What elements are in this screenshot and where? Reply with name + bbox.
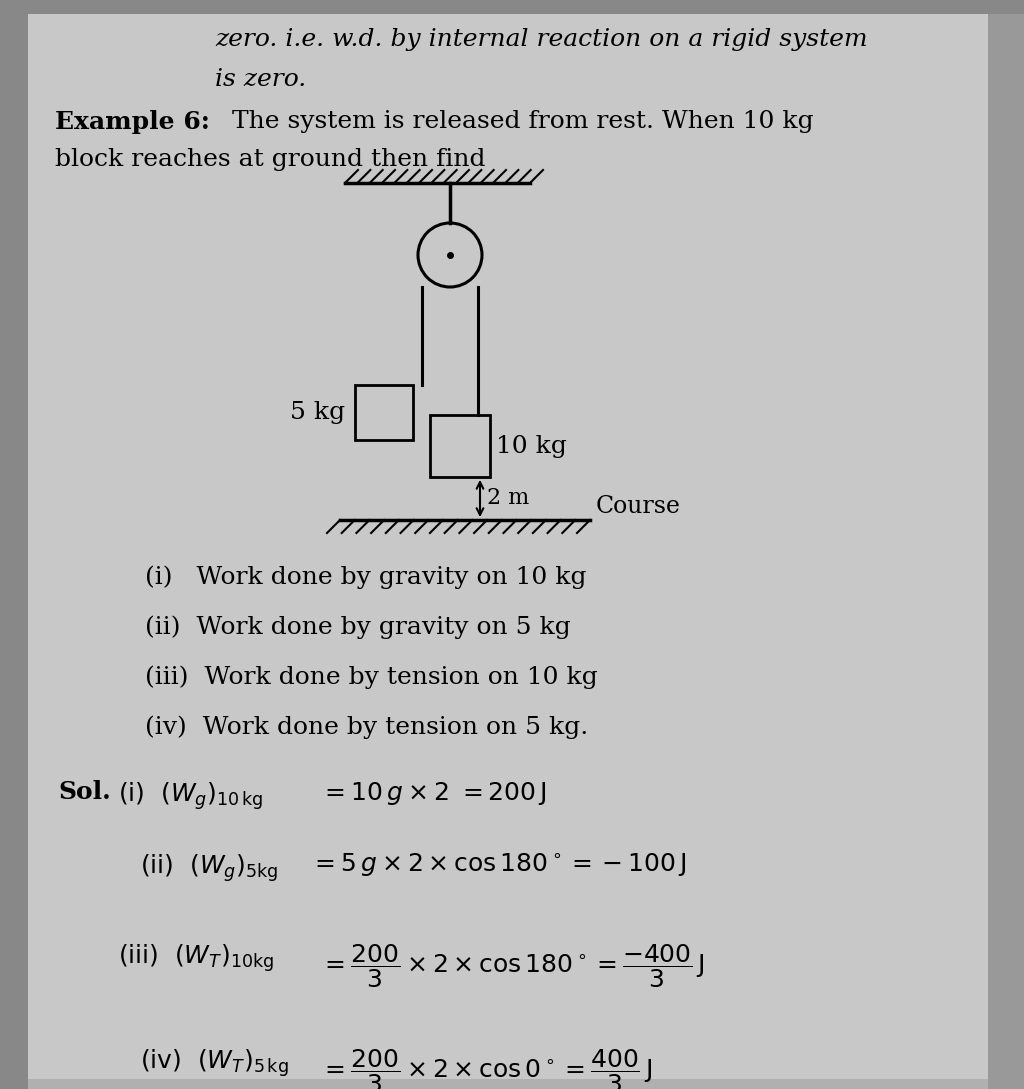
Text: zero. i.e. w.d. by internal reaction on a rigid system: zero. i.e. w.d. by internal reaction on …	[215, 28, 867, 51]
Text: block reaches at ground then find: block reaches at ground then find	[55, 148, 485, 171]
Text: is zero.: is zero.	[215, 68, 306, 91]
Text: $= \dfrac{200}{3} \times 2 \times \cos 0^\circ = \dfrac{400}{3}\,\mathrm{J}$: $= \dfrac{200}{3} \times 2 \times \cos 0…	[319, 1047, 652, 1089]
Text: $= \dfrac{200}{3} \times 2 \times \cos 180^\circ = \dfrac{-400}{3}\,\mathrm{J}$: $= \dfrac{200}{3} \times 2 \times \cos 1…	[319, 942, 705, 990]
Text: (iii)  $\left(W_T\right)_{10\mathrm{kg}}$: (iii) $\left(W_T\right)_{10\mathrm{kg}}$	[118, 942, 274, 974]
Bar	[355, 386, 413, 440]
Text: 10 kg: 10 kg	[496, 435, 567, 457]
Text: (i)   Work done by gravity on 10 kg: (i) Work done by gravity on 10 kg	[145, 565, 587, 588]
Text: (ii)  $\left(W_g\right)_{5\mathrm{kg}}$: (ii) $\left(W_g\right)_{5\mathrm{kg}}$	[140, 852, 279, 883]
Text: Course: Course	[596, 495, 681, 518]
Bar	[0, 0, 28, 1089]
Text: (i)  $\left(W_g\right)_{10\,\mathrm{kg}}$: (i) $\left(W_g\right)_{10\,\mathrm{kg}}$	[118, 780, 263, 811]
Text: Sol.: Sol.	[58, 780, 111, 804]
Text: (iii)  Work done by tension on 10 kg: (iii) Work done by tension on 10 kg	[145, 665, 598, 688]
Bar	[988, 0, 1024, 1089]
Text: $= 10\,g \times 2\ = 200\,\mathrm{J}$: $= 10\,g \times 2\ = 200\,\mathrm{J}$	[319, 780, 547, 807]
Text: The system is released from rest. When 10 kg: The system is released from rest. When 1…	[232, 110, 814, 133]
Text: $= 5\,g \times 2 \times \cos 180^\circ = -100\,\mathrm{J}$: $= 5\,g \times 2 \times \cos 180^\circ =…	[310, 852, 686, 879]
Bar	[430, 415, 490, 477]
Bar	[0, 0, 1024, 14]
Text: Example 6:: Example 6:	[55, 110, 210, 134]
Text: 2 m: 2 m	[487, 488, 529, 510]
Text: (ii)  Work done by gravity on 5 kg: (ii) Work done by gravity on 5 kg	[145, 615, 570, 638]
Text: (iv)  Work done by tension on 5 kg.: (iv) Work done by tension on 5 kg.	[145, 715, 588, 738]
Text: (iv)  $\left(W_T\right)_{5\,\mathrm{kg}}$: (iv) $\left(W_T\right)_{5\,\mathrm{kg}}$	[140, 1047, 289, 1079]
Text: 5 kg: 5 kg	[290, 401, 345, 424]
